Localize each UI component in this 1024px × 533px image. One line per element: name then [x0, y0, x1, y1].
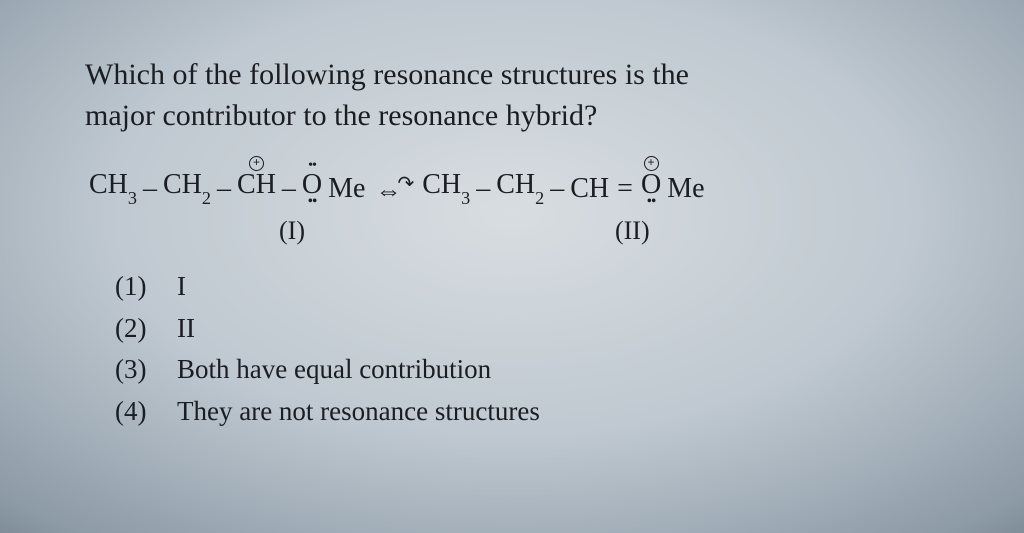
eq-bond: –: [550, 172, 564, 206]
curve-arrow-icon: ↷: [397, 172, 414, 196]
eq-ch3-b: CH3: [422, 168, 470, 205]
option-number: (1): [115, 266, 159, 308]
eq-oxygen-left: •• O ••: [302, 161, 322, 208]
option-row[interactable]: (4) They are not resonance structures: [115, 391, 945, 433]
prompt-line-2: major contributor to the resonance hybri…: [85, 99, 597, 132]
structure-label-2: (II): [615, 216, 650, 246]
eq-me-left: Me: [328, 172, 365, 206]
eq-bond: –: [217, 172, 231, 206]
question-prompt: Which of the following resonance structu…: [85, 55, 945, 136]
option-row[interactable]: (2) II: [115, 308, 945, 350]
eq-ch3-a: CH3: [89, 168, 137, 205]
option-row[interactable]: (1) I: [115, 266, 945, 308]
resonance-arrow: ⇔↷: [375, 175, 418, 206]
eq-bond: –: [143, 172, 157, 206]
option-number: (3): [115, 349, 159, 391]
answer-options: (1) I (2) II (3) Both have equal contrib…: [115, 266, 945, 433]
structure-label-1: (I): [279, 216, 305, 246]
option-text: II: [177, 308, 195, 350]
option-text: They are not resonance structures: [177, 391, 540, 433]
option-row[interactable]: (3) Both have equal contribution: [115, 349, 945, 391]
eq-bond: –: [476, 172, 490, 206]
eq-me-right: Me: [667, 172, 704, 206]
eq-ch2-a: CH2: [163, 168, 211, 205]
option-text: Both have equal contribution: [177, 349, 491, 391]
prompt-line-1: Which of the following resonance structu…: [85, 58, 689, 91]
resonance-equation: CH3 – CH2 – + CH •• – •• O •• Me ⇔↷ CH3: [89, 154, 945, 206]
option-number: (2): [115, 308, 159, 350]
structure-labels: (I) (II): [89, 216, 945, 246]
option-text: I: [177, 266, 186, 308]
question-page: Which of the following resonance structu…: [85, 55, 945, 433]
eq-ch2-b: CH2: [496, 168, 544, 205]
eq-bond: –: [282, 172, 296, 206]
eq-double-bond: =: [617, 172, 633, 206]
eq-oxonium: + O ••: [641, 156, 661, 208]
eq-ch: CH: [570, 172, 609, 206]
eq-carbocation: + CH ••: [237, 156, 276, 208]
option-number: (4): [115, 391, 159, 433]
